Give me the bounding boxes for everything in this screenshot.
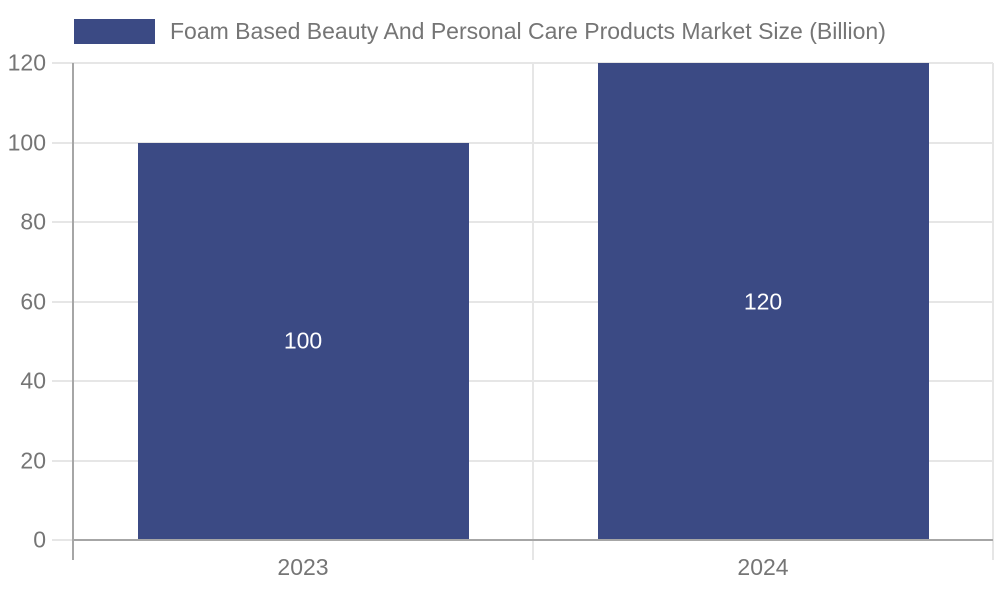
h-gridline: [52, 62, 993, 64]
bar-2023[interactable]: [137, 142, 469, 540]
legend[interactable]: Foam Based Beauty And Personal Care Prod…: [74, 18, 886, 45]
h-gridline: [52, 221, 993, 223]
h-gridline: [52, 380, 993, 382]
y-tick-label: 120: [7, 49, 46, 76]
legend-swatch: [74, 19, 155, 44]
y-tick-label: 80: [20, 208, 46, 235]
y-tick-label: 20: [20, 447, 46, 473]
y-tick-label: 0: [33, 526, 46, 553]
v-gridline: [532, 63, 534, 560]
y-axis-line: [72, 63, 74, 560]
h-gridline: [52, 300, 993, 303]
h-gridline: [52, 141, 993, 144]
bar-2024[interactable]: [597, 63, 929, 540]
h-gridline: [52, 459, 993, 462]
v-gridline: [992, 63, 994, 560]
legend-label: Foam Based Beauty And Personal Care Prod…: [170, 18, 886, 44]
x-axis-line: [73, 539, 993, 541]
bar-value-label: 100: [283, 327, 323, 354]
y-tick-label: 40: [20, 367, 46, 394]
bar-value-label: 120: [743, 288, 783, 314]
x-tick-label: 2024: [737, 554, 789, 580]
y-tick-label: 60: [20, 288, 46, 314]
y-tick-label: 100: [7, 129, 46, 155]
x-tick-label: 2023: [277, 554, 329, 580]
